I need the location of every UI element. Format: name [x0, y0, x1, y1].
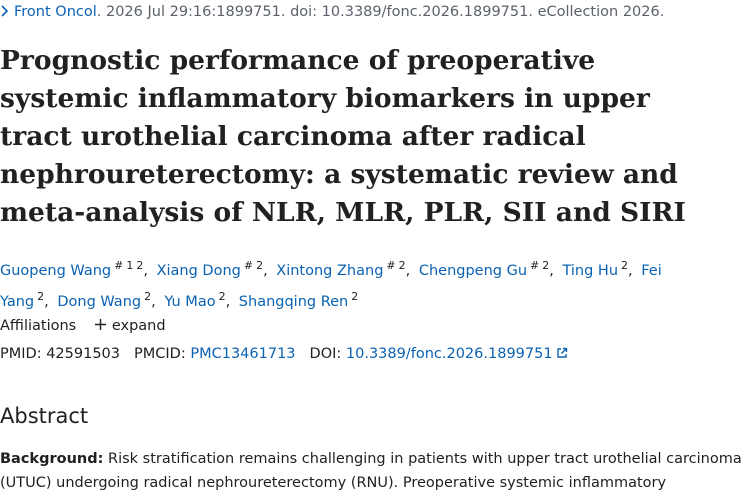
author: Chengpeng Gu #2: [418, 259, 558, 279]
author-affiliation-ref[interactable]: 2: [136, 259, 144, 272]
author-link[interactable]: Dong Wang: [57, 293, 142, 310]
journal-link[interactable]: Front Oncol: [14, 4, 97, 20]
author: Shangqing Ren 2: [238, 290, 358, 310]
author-affiliation-ref[interactable]: #: [243, 259, 254, 272]
author-affiliation-ref[interactable]: #: [386, 259, 396, 272]
abstract-paragraph: Background: Risk stratification remains …: [0, 447, 745, 495]
expand-toggle[interactable]: expand: [94, 318, 166, 334]
abstract-label: Background:: [0, 451, 104, 467]
author-affiliation-ref[interactable]: 2: [351, 289, 359, 303]
article-title: Prognostic performance of preoperative s…: [0, 45, 686, 228]
identifier-label: PMCID:: [134, 346, 186, 362]
author-affiliation-ref[interactable]: 2: [542, 259, 550, 272]
author-affiliation-ref[interactable]: 2: [398, 259, 406, 272]
author-affiliation-ref[interactable]: 2: [218, 289, 226, 303]
author: Yu Mao 2: [164, 290, 234, 310]
external-link-icon[interactable]: [556, 347, 568, 359]
author-link[interactable]: Xiang Dong: [156, 262, 241, 279]
author-link[interactable]: Ting Hu: [562, 262, 619, 279]
expand-text[interactable]: expand: [111, 318, 166, 334]
affiliations: Affiliations expand: [0, 318, 166, 334]
author: Guopeng Wang #1 2: [0, 259, 152, 279]
identifier-label: PMID:: [0, 346, 42, 362]
identifier: DOI: 10.3389/fonc.2026.1899751: [310, 346, 568, 362]
author-affiliation-ref[interactable]: 1: [126, 259, 134, 272]
author: Dong Wang 2: [57, 290, 159, 310]
identifier: PMID: 42591503: [0, 346, 120, 362]
author: Xintong Zhang #2: [276, 259, 414, 279]
identifier-value: 42591503: [46, 346, 121, 362]
author-link[interactable]: Yu Mao: [164, 293, 216, 310]
author-affiliation-ref[interactable]: 2: [144, 289, 152, 303]
identifier-link[interactable]: 10.3389/fonc.2026.1899751: [345, 346, 553, 362]
identifier: PMCID: PMC13461713: [134, 346, 296, 362]
identifier-label: DOI:: [309, 346, 342, 362]
citation: Front Oncol. 2026 Jul 29:16:1899751. doi…: [0, 4, 664, 20]
author: Xiang Dong #2: [156, 259, 272, 279]
affiliations-label: Affiliations: [0, 318, 77, 334]
author-link[interactable]: Shangqing Ren: [238, 293, 349, 310]
author-list: Guopeng Wang#12 Xiang Dong#2 Xintong Zha…: [0, 253, 710, 315]
author-affiliation-ref[interactable]: 2: [37, 289, 45, 303]
author-affiliation-ref[interactable]: #: [530, 259, 540, 272]
author-link[interactable]: Xintong Zhang: [276, 262, 384, 279]
author-affiliation-ref[interactable]: 2: [256, 259, 264, 272]
author-link[interactable]: Guopeng Wang: [0, 262, 112, 279]
citation-details: . 2026 Jul 29:16:1899751. doi: 10.3389/f…: [96, 4, 665, 20]
author-link[interactable]: Chengpeng Gu: [418, 262, 528, 279]
author-affiliation-ref[interactable]: 2: [621, 259, 629, 272]
author-affiliation-ref[interactable]: #: [114, 259, 124, 272]
author: Ting Hu 2: [562, 259, 636, 279]
abstract-text: Risk stratification remains challenging …: [0, 451, 742, 491]
author-link[interactable]: Fei Yang: [0, 262, 662, 310]
chevron-icon: [1, 5, 9, 17]
identifier-link[interactable]: PMC13461713: [190, 346, 296, 362]
abstract-heading: Abstract: [0, 404, 89, 428]
identifiers: PMID: 42591503 PMCID: PMC13461713 DOI: 10.…: [0, 346, 582, 362]
plus-icon: [94, 319, 106, 330]
